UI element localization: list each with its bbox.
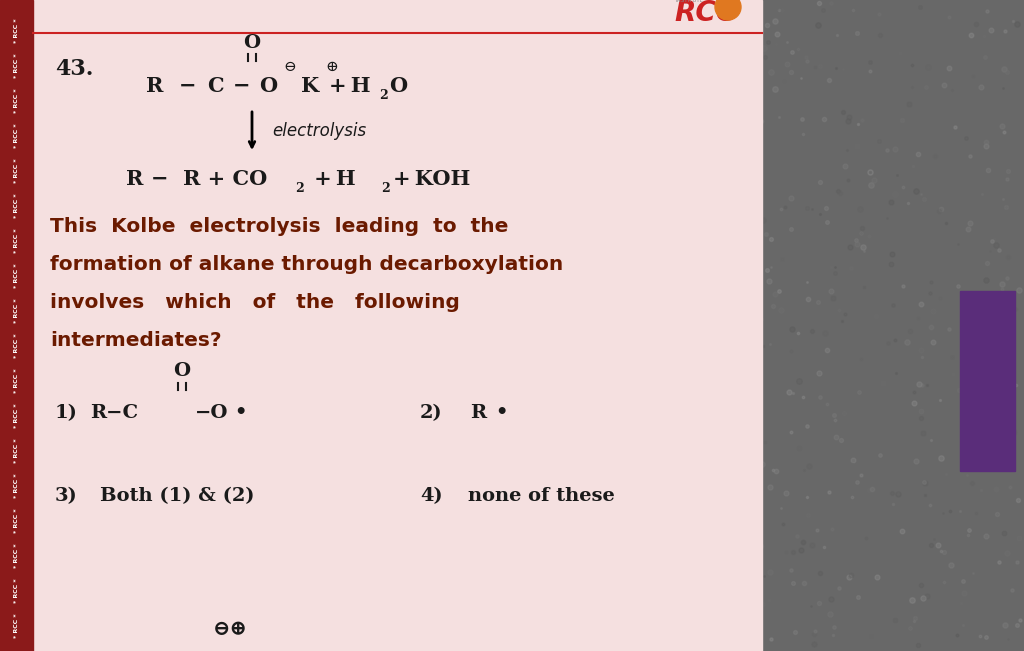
Text: −: −: [152, 169, 169, 189]
Circle shape: [715, 0, 741, 20]
Text: * RCC *: * RCC *: [14, 368, 19, 393]
Text: R + CO: R + CO: [183, 169, 267, 189]
Text: 2: 2: [296, 182, 304, 195]
Text: INSTITUTE: INSTITUTE: [676, 0, 705, 3]
Text: 2: 2: [381, 182, 389, 195]
Text: R: R: [146, 76, 164, 96]
Text: 2: 2: [379, 89, 387, 102]
Text: + H: + H: [310, 169, 355, 189]
Text: O: O: [173, 362, 190, 380]
Text: −: −: [233, 76, 251, 96]
Text: * RCC *: * RCC *: [14, 89, 19, 113]
Text: Both (1) & (2): Both (1) & (2): [100, 487, 255, 505]
Text: 2): 2): [420, 404, 442, 422]
Text: This  Kolbe  electrolysis  leading  to  the: This Kolbe electrolysis leading to the: [50, 217, 508, 236]
Text: K: K: [301, 76, 319, 96]
Bar: [0, 0, 33, 651]
Text: * RCC *: * RCC *: [14, 544, 19, 568]
Text: intermediates?: intermediates?: [50, 331, 221, 350]
Text: + KOH: + KOH: [393, 169, 470, 189]
Text: R−C: R−C: [90, 404, 138, 422]
Text: + H: + H: [329, 76, 371, 96]
Text: * RCC *: * RCC *: [14, 474, 19, 498]
Text: * RCC *: * RCC *: [14, 124, 19, 148]
Text: * RCC *: * RCC *: [14, 53, 19, 78]
Text: * RCC *: * RCC *: [14, 299, 19, 324]
Text: C: C: [207, 76, 223, 96]
Text: ⊕: ⊕: [326, 60, 338, 74]
Text: * RCC *: * RCC *: [14, 19, 19, 44]
Text: R: R: [126, 169, 143, 189]
Text: * RCC *: * RCC *: [14, 264, 19, 288]
Text: involves   which   of   the   following: involves which of the following: [50, 292, 460, 311]
Text: O: O: [259, 76, 278, 96]
Text: electrolysis: electrolysis: [272, 122, 367, 140]
Text: none of these: none of these: [468, 487, 614, 505]
Text: −: −: [179, 76, 197, 96]
Text: * RCC *: * RCC *: [14, 508, 19, 533]
Text: RCC: RCC: [674, 0, 736, 27]
Text: * RCC *: * RCC *: [14, 404, 19, 428]
Bar: [32, 0, 762, 651]
Text: •: •: [495, 404, 507, 422]
Text: R: R: [470, 404, 486, 422]
Text: * RCC *: * RCC *: [14, 614, 19, 639]
Text: * RCC *: * RCC *: [14, 194, 19, 218]
Text: −O: −O: [195, 404, 228, 422]
Text: O: O: [389, 76, 408, 96]
Text: * RCC *: * RCC *: [14, 579, 19, 603]
Bar: [750, 0, 1024, 651]
Text: ⊖⊕: ⊖⊕: [213, 619, 248, 639]
Text: •: •: [234, 404, 247, 422]
Text: 43.: 43.: [55, 58, 93, 80]
Bar: [961, 291, 1015, 471]
Text: ⊖: ⊖: [284, 60, 296, 74]
Text: * RCC *: * RCC *: [14, 439, 19, 464]
Text: 1): 1): [55, 404, 78, 422]
Text: 4): 4): [420, 487, 442, 505]
Text: 3): 3): [55, 487, 78, 505]
Text: * RCC *: * RCC *: [14, 159, 19, 184]
Text: * RCC *: * RCC *: [14, 229, 19, 253]
Text: * RCC *: * RCC *: [14, 334, 19, 358]
Text: formation of alkane through decarboxylation: formation of alkane through decarboxylat…: [50, 255, 563, 273]
Text: O: O: [244, 34, 260, 52]
